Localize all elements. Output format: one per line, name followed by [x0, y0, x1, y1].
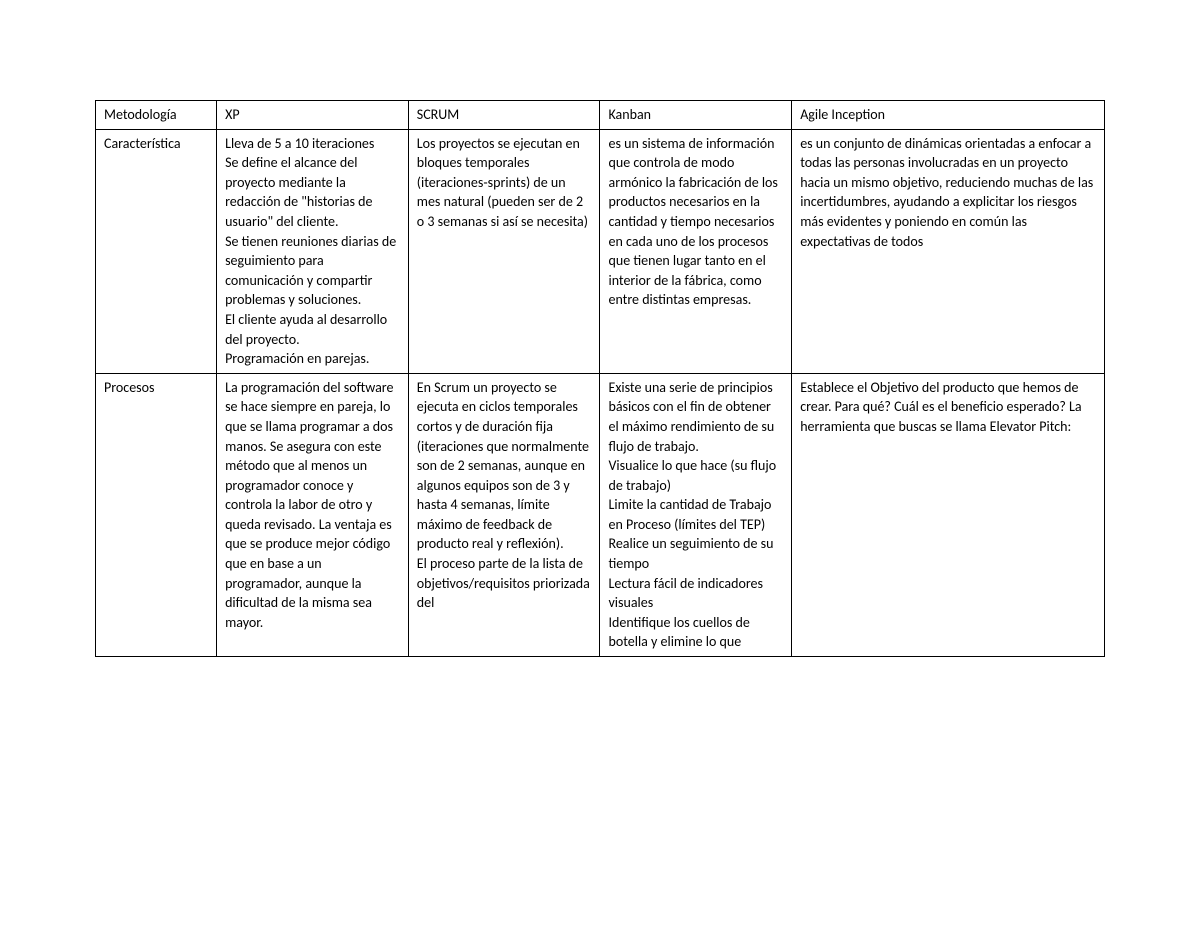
row-label: Procesos — [96, 373, 217, 656]
cell-scrum: Los proyectos se ejecutan en bloques tem… — [408, 129, 600, 373]
cell-kanban: Existe una serie de principios básicos c… — [600, 373, 792, 656]
header-xp: XP — [217, 101, 409, 130]
header-agile: Agile Inception — [792, 101, 1105, 130]
header-label: Metodología — [96, 101, 217, 130]
cell-xp: La programación del software se hace sie… — [217, 373, 409, 656]
row-label: Característica — [96, 129, 217, 373]
methodology-comparison-table: Metodología XP SCRUM Kanban Agile Incept… — [95, 100, 1105, 657]
cell-kanban: es un sistema de información que control… — [600, 129, 792, 373]
header-scrum: SCRUM — [408, 101, 600, 130]
table-row: Procesos La programación del software se… — [96, 373, 1105, 656]
cell-agile: Establece el Objetivo del producto que h… — [792, 373, 1105, 656]
header-kanban: Kanban — [600, 101, 792, 130]
table-header-row: Metodología XP SCRUM Kanban Agile Incept… — [96, 101, 1105, 130]
cell-agile: es un conjunto de dinámicas orientadas a… — [792, 129, 1105, 373]
cell-xp: Lleva de 5 a 10 iteracionesSe define el … — [217, 129, 409, 373]
table-row: Característica Lleva de 5 a 10 iteracion… — [96, 129, 1105, 373]
cell-scrum: En Scrum un proyecto se ejecuta en ciclo… — [408, 373, 600, 656]
